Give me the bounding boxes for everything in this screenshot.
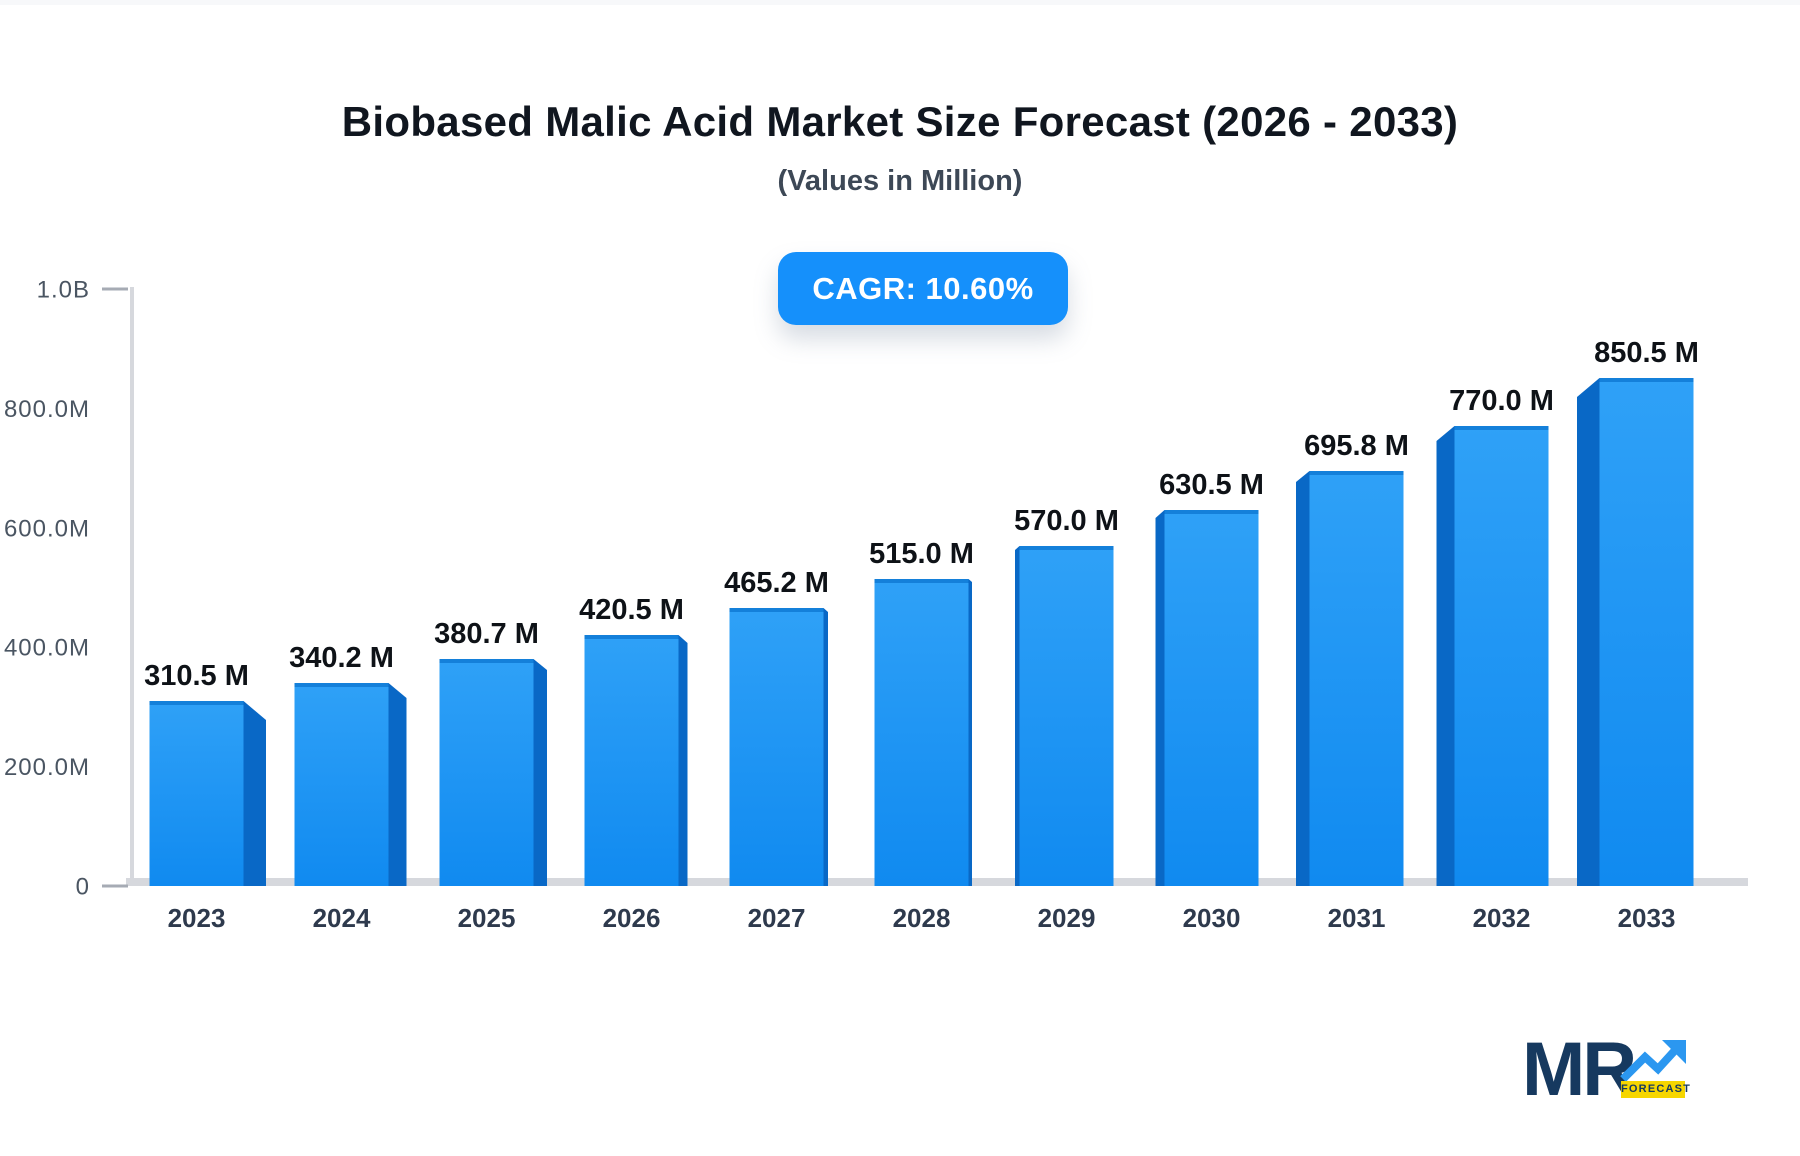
bar-2027 [729, 608, 828, 886]
value-label-2027: 465.2 M [724, 567, 829, 599]
bar-2024 [294, 683, 407, 886]
year-label-2032: 2032 [1473, 903, 1531, 933]
value-label-2025: 380.7 M [434, 618, 539, 650]
bar-front-2033 [1599, 378, 1694, 886]
bar-top-edge-2029 [1019, 546, 1114, 550]
year-label-2025: 2025 [458, 903, 516, 933]
chart-subtitle: (Values in Million) [777, 165, 1023, 197]
value-label-2031: 695.8 M [1304, 430, 1409, 462]
bar-side-2029 [1015, 546, 1020, 886]
bar-side-2030 [1155, 510, 1165, 886]
bar-side-2033 [1577, 378, 1600, 886]
bar-top-edge-2027 [729, 608, 824, 612]
cagr-badge-label: CAGR: 10.60% [812, 270, 1034, 306]
bar-front-2024 [294, 683, 389, 886]
bar-top-edge-2030 [1164, 510, 1259, 514]
bar-front-2027 [729, 608, 824, 886]
bar-side-2028 [968, 579, 972, 886]
year-label-2024: 2024 [313, 903, 371, 933]
bar-top-edge-2031 [1309, 471, 1404, 475]
bar-front-2023 [149, 701, 244, 886]
bar-top-edge-2024 [294, 683, 389, 687]
bar-top-edge-2028 [874, 579, 969, 583]
bar-2032 [1436, 426, 1549, 886]
year-label-2031: 2031 [1328, 903, 1386, 933]
value-label-2032: 770.0 M [1449, 385, 1554, 417]
year-label-2023: 2023 [168, 903, 226, 933]
bar-top-edge-2032 [1454, 426, 1549, 430]
logo-tag-forecast: FORECAST [1621, 1081, 1690, 1098]
value-label-2024: 340.2 M [289, 642, 394, 674]
bar-2029 [1015, 546, 1114, 886]
value-label-2023: 310.5 M [144, 660, 249, 692]
bar-side-2024 [388, 683, 407, 886]
cagr-badge: CAGR: 10.60% [778, 252, 1068, 325]
year-label-2029: 2029 [1038, 903, 1096, 933]
y-axis-line [130, 287, 134, 886]
y-tick-dash-1.0B [102, 287, 128, 291]
y-tick-label-600.0M: 600.0M [4, 515, 90, 542]
bar-top-edge-2033 [1599, 378, 1694, 382]
bar-2028 [874, 579, 972, 886]
year-label-2026: 2026 [603, 903, 661, 933]
value-label-2030: 630.5 M [1159, 469, 1264, 501]
bar-side-2031 [1296, 471, 1310, 886]
value-label-2033: 850.5 M [1594, 337, 1699, 369]
y-tick-label-0: 0 [76, 874, 90, 901]
bar-front-2029 [1019, 546, 1114, 886]
bar-side-2023 [243, 701, 266, 886]
year-label-2028: 2028 [893, 903, 951, 933]
y-tick-label-200.0M: 200.0M [4, 754, 90, 781]
value-label-2028: 515.0 M [869, 538, 974, 570]
chart-title: Biobased Malic Acid Market Size Forecast… [341, 98, 1459, 145]
bar-side-2026 [678, 635, 688, 886]
bar-top-edge-2025 [439, 659, 534, 663]
year-label-2030: 2030 [1183, 903, 1241, 933]
bar-2031 [1296, 471, 1404, 886]
bar-2025 [439, 659, 547, 886]
bar-side-2032 [1436, 426, 1455, 886]
bar-front-2030 [1164, 510, 1259, 886]
y-tick-label-400.0M: 400.0M [4, 635, 90, 662]
bar-front-2031 [1309, 471, 1404, 886]
bar-top-edge-2026 [584, 635, 679, 639]
logo-text-mr: MR [1522, 1027, 1637, 1112]
year-label-2027: 2027 [748, 903, 806, 933]
y-tick-label-1.0B: 1.0B [37, 277, 90, 304]
bar-top-edge-2023 [149, 701, 244, 705]
bar-front-2028 [874, 579, 969, 886]
trend-arrow-icon [1620, 1040, 1686, 1082]
value-label-2029: 570.0 M [1014, 505, 1119, 537]
bar-front-2026 [584, 635, 679, 886]
bar-2023 [149, 701, 266, 886]
page-top-strip [0, 0, 1800, 5]
bar-side-2027 [823, 608, 828, 886]
mr-forecast-logo: MR FORECAST [1522, 1032, 1697, 1108]
bar-side-2025 [533, 659, 547, 886]
y-tick-dash-0 [102, 884, 128, 888]
bar-2026 [584, 635, 688, 886]
bar-2033 [1577, 378, 1694, 886]
bar-2030 [1155, 510, 1259, 886]
y-tick-label-800.0M: 800.0M [4, 396, 90, 423]
bar-front-2032 [1454, 426, 1549, 886]
year-label-2033: 2033 [1618, 903, 1676, 933]
bar-front-2025 [439, 659, 534, 886]
value-label-2026: 420.5 M [579, 594, 684, 626]
